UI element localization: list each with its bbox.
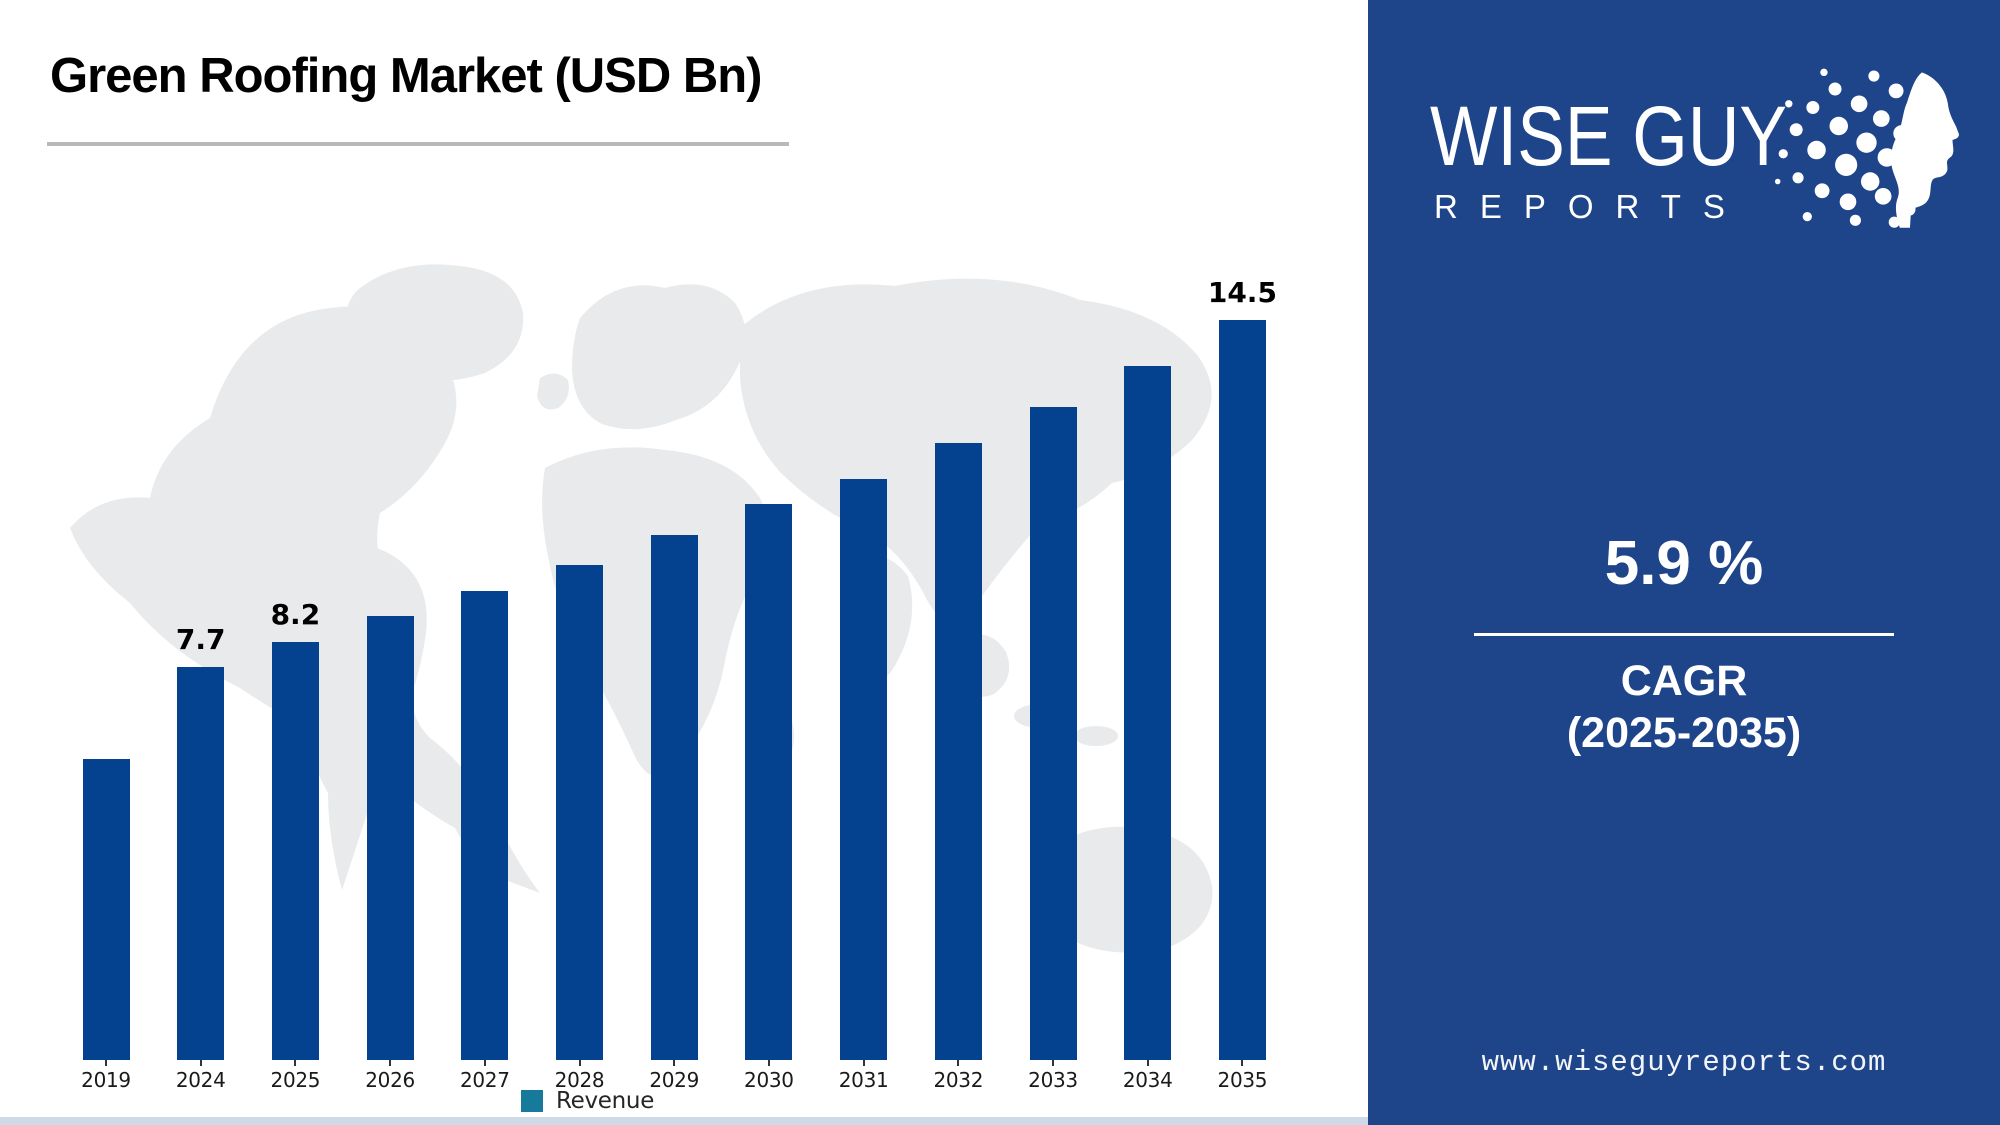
bar-2034 <box>1124 366 1172 1060</box>
x-axis-tick-2027 <box>483 1060 486 1066</box>
x-axis-label-2027: 2027 <box>459 1068 510 1092</box>
wiseguy-logo-text: WISE GUY REPORTS <box>1430 58 1788 226</box>
x-axis-label-2034: 2034 <box>1122 1068 1173 1092</box>
chart-legend: Revenue <box>521 1088 654 1114</box>
bar-2019 <box>82 759 130 1060</box>
bottom-strip <box>0 1117 1368 1125</box>
bar-2026 <box>366 616 414 1060</box>
x-axis-label-2029: 2029 <box>649 1068 700 1092</box>
bar-2032 <box>934 443 982 1060</box>
bar-value-label-2025: 8.2 <box>270 598 321 631</box>
bar-2028 <box>556 565 603 1060</box>
x-axis-tick-2031 <box>862 1060 865 1066</box>
logo-wise-guy: WISE GUY <box>1430 89 1788 183</box>
bar-2030 <box>745 504 793 1060</box>
x-axis-label-2019: 2019 <box>81 1068 131 1092</box>
cagr-label-line2: (2025-2035) <box>1566 709 1802 757</box>
x-axis-tick-2029 <box>673 1060 676 1066</box>
bar-2035 <box>1218 320 1266 1060</box>
x-axis-tick-2033 <box>1052 1060 1054 1066</box>
x-axis-label-2028: 2028 <box>554 1068 605 1092</box>
x-axis-tick-2028 <box>578 1060 581 1066</box>
wiseguy-face-icon <box>1774 68 1959 228</box>
x-axis-label-2024: 2024 <box>175 1068 226 1092</box>
x-axis-tick-2030 <box>767 1060 770 1066</box>
x-axis-label-2032: 2032 <box>933 1068 984 1092</box>
x-axis-tick-2035 <box>1241 1060 1244 1066</box>
x-axis-tick-2019 <box>105 1060 107 1066</box>
x-axis-label-2026: 2026 <box>365 1068 415 1092</box>
logo-reports: REPORTS <box>1434 188 1747 225</box>
x-axis-tick-2025 <box>294 1060 297 1066</box>
bar-2024 <box>177 667 225 1060</box>
wiseguy-logo: WISE GUY REPORTS <box>1430 58 1959 243</box>
sidebar: WISE GUY REPORTS 5.9 % CAGR (2025-2035) <box>1368 0 2000 1125</box>
bar-value-label-2024: 7.7 <box>175 623 226 656</box>
bar-2033 <box>1029 407 1077 1060</box>
cagr-label: CAGR (2025-2035) <box>1368 655 2000 759</box>
x-axis-label-2025: 2025 <box>270 1068 321 1092</box>
cagr-label-line1: CAGR <box>1620 657 1748 705</box>
x-axis-tick-2026 <box>389 1060 392 1066</box>
chart-title: Green Roofing Market (USD Bn) <box>50 49 762 103</box>
legend-label-revenue: Revenue <box>556 1088 655 1114</box>
bar-2031 <box>840 479 888 1060</box>
x-axis-label-2030: 2030 <box>744 1068 794 1092</box>
x-axis-label-2035: 2035 <box>1217 1068 1268 1092</box>
chart-panel: Green Roofing Market (USD Bn) <box>0 49 1368 1125</box>
bar-2029 <box>650 535 698 1060</box>
legend-swatch-revenue <box>521 1090 543 1112</box>
bar-chart: 2019 7.7 2024 8.2 2025 2026 2027 2028 2029 2030 20… <box>81 276 1277 1092</box>
x-axis-label-2033: 2033 <box>1028 1068 1078 1092</box>
bar-value-label-2035: 14.5 <box>1207 276 1277 309</box>
x-axis-tick-2024 <box>199 1060 202 1066</box>
title-underline <box>47 142 789 146</box>
bar-2025 <box>271 642 319 1060</box>
cagr-divider <box>1474 633 1894 636</box>
x-axis-tick-2032 <box>957 1060 960 1066</box>
website-url: www.wiseguyreports.com <box>1481 1046 1887 1079</box>
bar-2027 <box>461 591 509 1060</box>
x-axis-tick-2034 <box>1146 1060 1149 1066</box>
cagr-value: 5.9 % <box>1604 529 1764 598</box>
x-axis-label-2031: 2031 <box>838 1068 889 1092</box>
